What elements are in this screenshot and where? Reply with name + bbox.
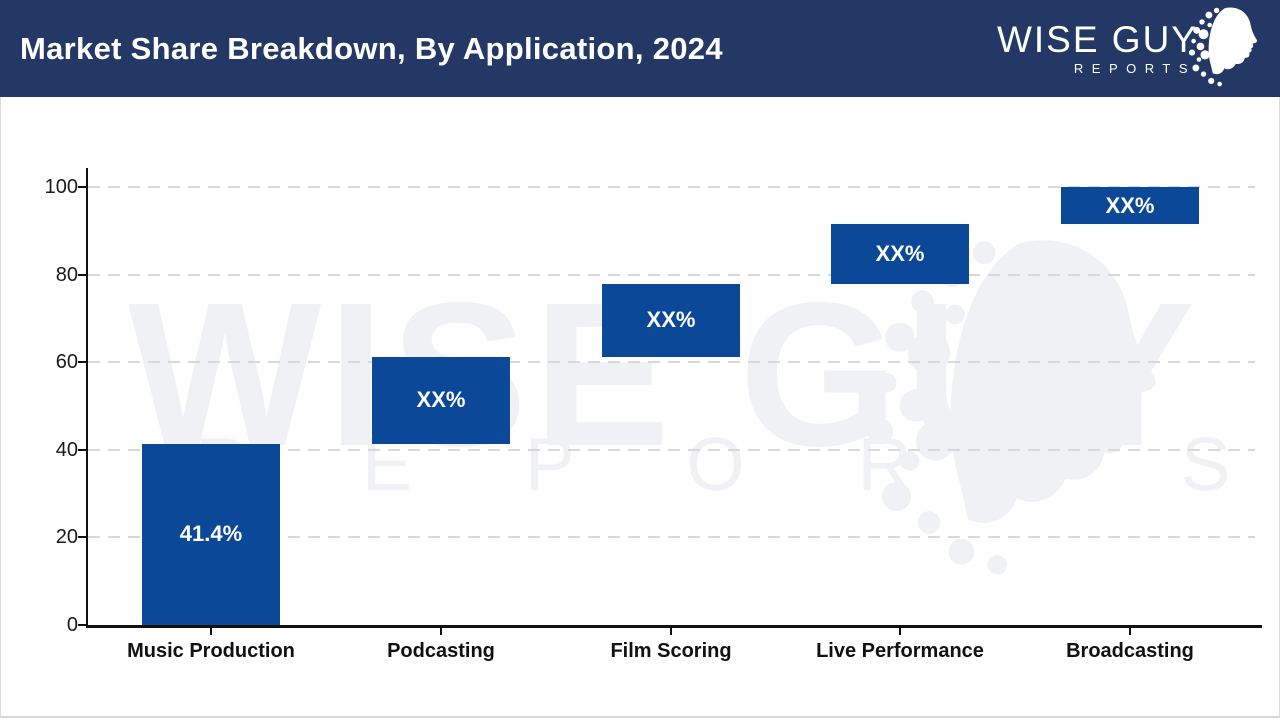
- bar-film-scoring: XX%: [602, 283, 740, 357]
- header-bar: Market Share Breakdown, By Application, …: [0, 0, 1280, 97]
- category-label-live-performance: Live Performance: [816, 640, 984, 662]
- y-tick-mark-80: [78, 273, 86, 276]
- bar-broadcasting: XX%: [1061, 187, 1199, 225]
- y-tick-mark-60: [78, 361, 86, 364]
- x-tick-mark: [670, 628, 672, 635]
- category-label-podcasting: Podcasting: [387, 640, 495, 662]
- gridline-y-100: [88, 186, 1255, 188]
- y-tick-label-100: 100: [44, 176, 78, 198]
- y-tick-label-40: 40: [55, 438, 78, 461]
- logo-wordmark: WISE GUY: [996, 19, 1198, 60]
- dotted-head-profile-icon: [1188, 6, 1257, 86]
- y-axis-line: [86, 168, 88, 627]
- gridline-y-20: [88, 536, 1255, 539]
- y-tick-label-60: 60: [55, 351, 78, 374]
- bar-value-label: 41.4%: [179, 521, 243, 547]
- gridline-y-80: [88, 273, 1255, 276]
- bar-podcasting: XX%: [372, 356, 510, 444]
- y-tick-mark-20: [78, 536, 86, 539]
- y-tick-label-20: 20: [55, 526, 78, 549]
- bar-music-production: 41.4%: [142, 443, 280, 625]
- y-tick-label-80: 80: [55, 263, 78, 286]
- x-tick-mark: [210, 628, 212, 635]
- category-label-film-scoring: Film Scoring: [610, 640, 732, 662]
- gridline-y-40: [88, 448, 1255, 451]
- x-axis-line: [86, 625, 1262, 628]
- y-tick-mark-0: [78, 624, 86, 626]
- gridline-y-60: [88, 361, 1255, 364]
- bar-value-label: XX%: [416, 387, 466, 413]
- bar-value-label: XX%: [875, 241, 925, 266]
- category-label-music-production: Music Production: [127, 640, 295, 662]
- logo-text: WISE GUY REPORTS: [997, 21, 1198, 76]
- bar-value-label: XX%: [1105, 192, 1155, 218]
- x-tick-mark: [1129, 628, 1131, 635]
- logo-subtext: REPORTS: [1073, 61, 1196, 76]
- bar-live-performance: XX%: [831, 224, 969, 284]
- x-tick-mark: [899, 628, 901, 635]
- wise-guy-reports-logo: WISE GUY REPORTS: [997, 4, 1280, 94]
- y-tick-mark-40: [78, 448, 86, 451]
- y-tick-label-0: 0: [66, 614, 78, 636]
- category-label-broadcasting: Broadcasting: [1066, 640, 1194, 662]
- x-tick-mark: [440, 628, 442, 635]
- page-title: Market Share Breakdown, By Application, …: [20, 30, 723, 66]
- bar-value-label: XX%: [646, 307, 696, 333]
- y-tick-mark-100: [78, 186, 86, 188]
